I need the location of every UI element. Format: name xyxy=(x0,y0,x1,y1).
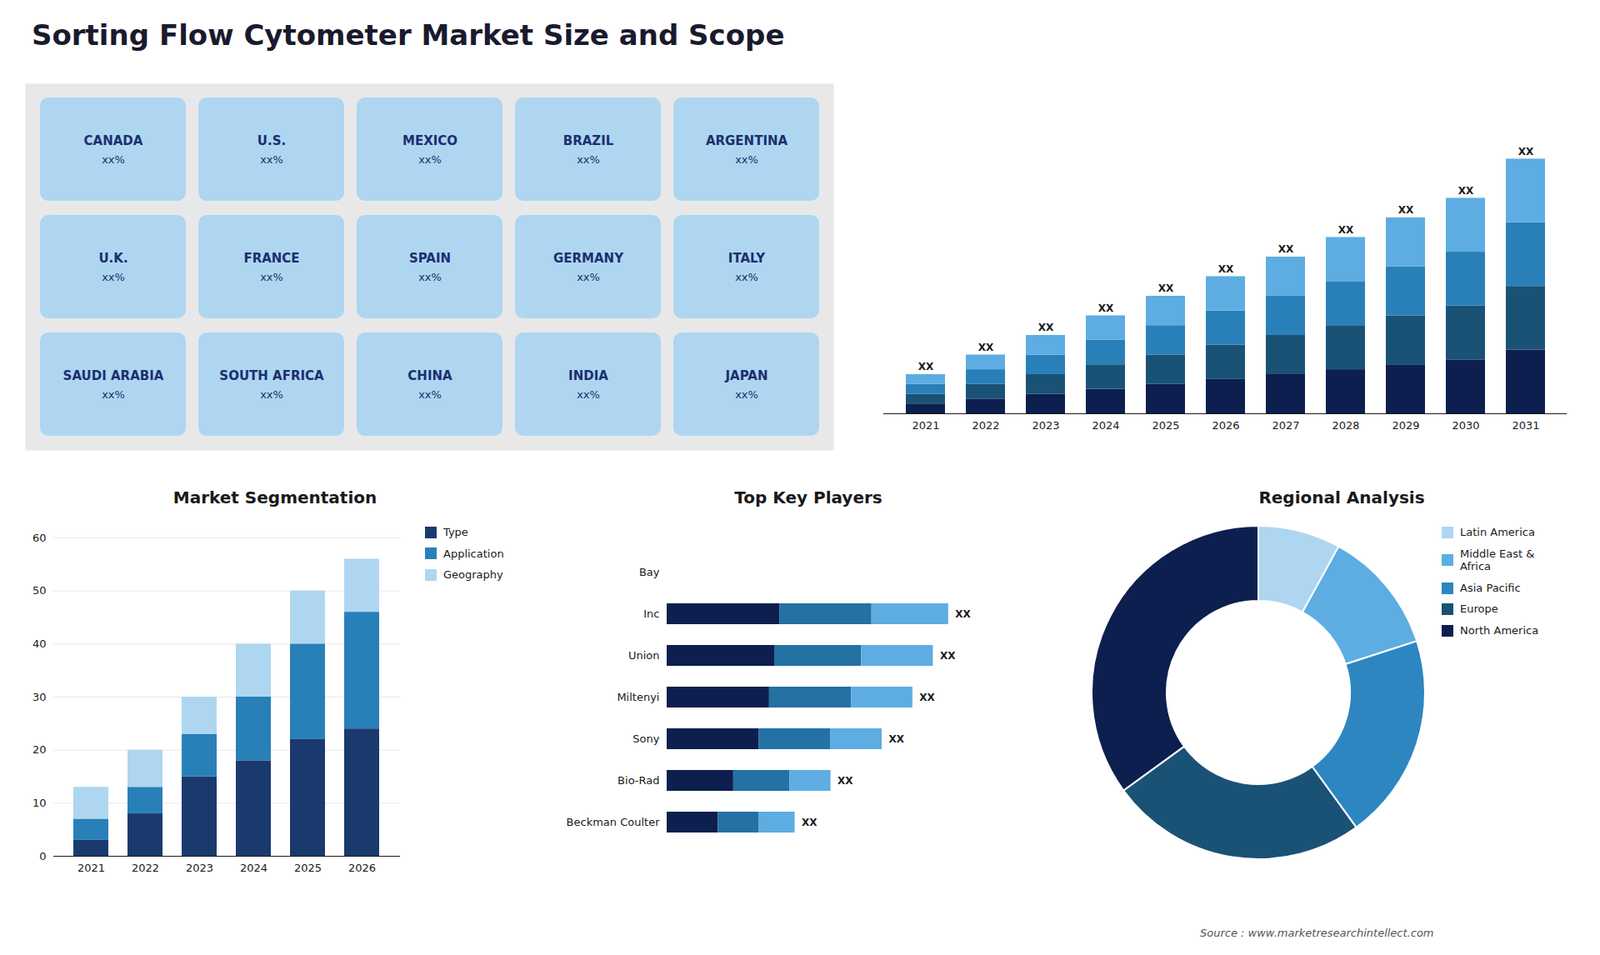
svg-text:2022: 2022 xyxy=(971,419,1000,432)
svg-text:BRAZIL: BRAZIL xyxy=(563,133,615,149)
svg-text:xx%: xx% xyxy=(101,388,125,401)
svg-text:30: 30 xyxy=(32,690,47,704)
html-text:Middle East & Africa: Middle East & Africa xyxy=(1460,547,1535,573)
svg-text:0: 0 xyxy=(39,850,46,863)
html-text:Type: Type xyxy=(443,525,469,539)
svg-text:2027: 2027 xyxy=(1271,419,1300,432)
svg-text:60: 60 xyxy=(32,531,47,545)
svg-text:xx%: xx% xyxy=(735,153,759,166)
svg-text:SOUTH AFRICA: SOUTH AFRICA xyxy=(219,368,325,384)
svg-text:xx%: xx% xyxy=(735,388,759,401)
svg-text:xx%: xx% xyxy=(735,270,759,284)
svg-text:xx%: xx% xyxy=(260,153,284,166)
svg-text:Bay: Bay xyxy=(639,565,660,579)
svg-text:XX: XX xyxy=(1458,185,1475,197)
svg-text:Union: Union xyxy=(628,649,660,662)
svg-text:xx%: xx% xyxy=(576,270,600,284)
html-text:North America: North America xyxy=(1460,624,1539,637)
html-text:Sorting Flow Cytometer Market: Sorting Flow Cytometer Market Size and S… xyxy=(31,18,785,52)
svg-text:U.S.: U.S. xyxy=(257,133,286,149)
svg-text:2029: 2029 xyxy=(1391,419,1420,432)
svg-text:2026: 2026 xyxy=(348,861,376,875)
svg-text:XX: XX xyxy=(889,733,905,745)
svg-text:Inc: Inc xyxy=(643,607,660,620)
svg-text:XX: XX xyxy=(1158,282,1175,295)
html-text:Asia Pacific: Asia Pacific xyxy=(1460,581,1521,594)
svg-text:XX: XX xyxy=(1098,302,1115,315)
svg-text:2026: 2026 xyxy=(1211,419,1240,432)
svg-text:ARGENTINA: ARGENTINA xyxy=(705,133,789,149)
svg-text:SPAIN: SPAIN xyxy=(409,250,451,266)
svg-text:XX: XX xyxy=(918,360,935,373)
svg-text:10: 10 xyxy=(32,796,47,810)
svg-text:2021: 2021 xyxy=(911,419,940,432)
svg-text:xx%: xx% xyxy=(418,153,442,166)
svg-text:40: 40 xyxy=(32,637,47,650)
svg-text:Sony: Sony xyxy=(632,732,660,745)
svg-text:2030: 2030 xyxy=(1451,419,1480,432)
html-text:Europe: Europe xyxy=(1460,602,1499,616)
svg-text:xx%: xx% xyxy=(576,153,600,166)
svg-text:XX: XX xyxy=(978,341,995,354)
svg-text:JAPAN: JAPAN xyxy=(725,368,769,384)
svg-text:XX: XX xyxy=(1518,145,1535,158)
html-text:Regional Analysis: Regional Analysis xyxy=(1258,487,1425,508)
svg-text:Bio-Rad: Bio-Rad xyxy=(617,774,660,787)
svg-text:50: 50 xyxy=(32,584,47,597)
svg-text:xx%: xx% xyxy=(101,153,125,166)
svg-text:Beckman Coulter: Beckman Coulter xyxy=(566,815,661,829)
svg-text:xx%: xx% xyxy=(101,270,125,284)
svg-text:xx%: xx% xyxy=(418,388,442,401)
svg-text:XX: XX xyxy=(837,775,854,787)
svg-text:2025: 2025 xyxy=(1151,419,1180,432)
svg-text:XX: XX xyxy=(940,650,956,662)
svg-text:XX: XX xyxy=(1338,224,1355,236)
svg-text:2021: 2021 xyxy=(77,861,105,875)
svg-text:2028: 2028 xyxy=(1331,419,1360,432)
svg-text:2025: 2025 xyxy=(294,861,322,875)
html-text:Application: Application xyxy=(443,547,504,560)
html-text:Source : www.marketresearchint: Source : www.marketresearchintellect.com xyxy=(1200,926,1434,940)
svg-text:2031: 2031 xyxy=(1511,419,1540,432)
svg-text:2024: 2024 xyxy=(1091,419,1120,432)
svg-text:GERMANY: GERMANY xyxy=(553,250,625,266)
svg-text:CHINA: CHINA xyxy=(407,368,453,384)
svg-text:2023: 2023 xyxy=(185,861,214,875)
svg-text:xx%: xx% xyxy=(260,388,284,401)
svg-text:Miltenyi: Miltenyi xyxy=(616,690,660,704)
svg-text:MEXICO: MEXICO xyxy=(402,133,458,149)
svg-text:U.K.: U.K. xyxy=(98,250,128,266)
svg-text:XX: XX xyxy=(919,691,935,704)
svg-text:2022: 2022 xyxy=(131,861,160,875)
svg-text:XX: XX xyxy=(801,816,818,829)
svg-text:20: 20 xyxy=(32,743,47,756)
svg-text:2023: 2023 xyxy=(1031,419,1060,432)
svg-text:XX: XX xyxy=(1398,204,1415,216)
svg-text:SAUDI ARABIA: SAUDI ARABIA xyxy=(63,368,165,384)
svg-text:xx%: xx% xyxy=(576,388,600,401)
svg-text:INDIA: INDIA xyxy=(568,368,609,384)
svg-text:XX: XX xyxy=(1278,243,1295,255)
svg-text:CANADA: CANADA xyxy=(84,133,144,149)
svg-text:XX: XX xyxy=(955,608,971,620)
html-text:Geography: Geography xyxy=(443,568,504,581)
svg-text:ITALY: ITALY xyxy=(728,250,766,266)
svg-text:2024: 2024 xyxy=(240,861,268,875)
html-text:Latin America: Latin America xyxy=(1460,525,1535,539)
svg-text:XX: XX xyxy=(1218,263,1235,275)
svg-text:xx%: xx% xyxy=(418,270,442,284)
svg-text:xx%: xx% xyxy=(260,270,284,284)
html-text:Top Key Players: Top Key Players xyxy=(734,487,883,508)
svg-text:FRANCE: FRANCE xyxy=(243,250,300,266)
svg-text:XX: XX xyxy=(1038,321,1055,334)
html-text:Market Segmentation: Market Segmentation xyxy=(173,487,377,508)
